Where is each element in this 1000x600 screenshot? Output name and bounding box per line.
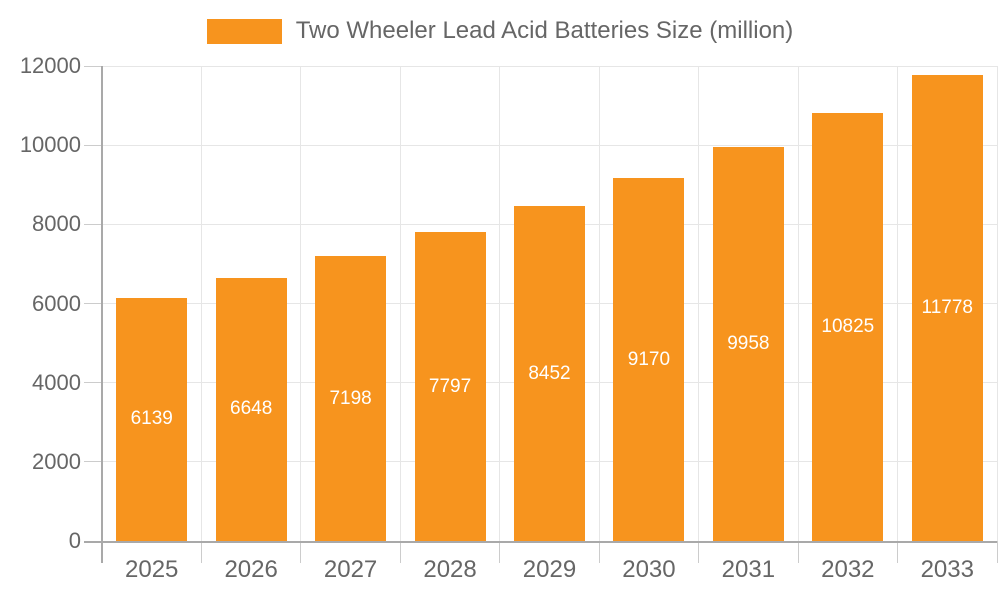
x-axis-label: 2030	[622, 556, 676, 583]
x-axis-label: 2028	[423, 556, 477, 583]
legend-swatch	[206, 18, 282, 44]
bar[interactable]: 6139	[116, 297, 188, 541]
y-axis-label: 0	[68, 528, 81, 553]
x-axis-tick	[598, 541, 600, 563]
x-axis-tick	[698, 541, 700, 563]
y-axis-label: 6000	[32, 290, 81, 316]
bar[interactable]: 7797	[414, 232, 486, 541]
y-axis-tick	[84, 144, 102, 146]
bar-value-label: 9958	[727, 332, 770, 354]
bar-value-label: 8452	[528, 362, 571, 384]
y-axis-tick	[84, 382, 102, 384]
y-gridline	[102, 144, 997, 146]
bar[interactable]: 10825	[812, 112, 884, 541]
bar[interactable]: 11778	[911, 74, 983, 541]
x-gridline	[499, 66, 501, 541]
x-axis-line	[84, 541, 997, 543]
bar[interactable]: 7198	[315, 256, 387, 541]
x-gridline	[897, 66, 899, 541]
x-gridline	[399, 66, 401, 541]
x-axis-tick	[797, 541, 799, 563]
x-axis-tick	[300, 541, 302, 563]
legend[interactable]: Two Wheeler Lead Acid Batteries Size (mi…	[0, 17, 1000, 45]
y-axis-label: 2000	[32, 448, 81, 474]
x-axis-label: 2032	[821, 556, 875, 583]
x-axis-tick	[897, 541, 899, 563]
x-gridline	[698, 66, 700, 541]
bar-value-label: 11778	[921, 296, 973, 318]
bar-value-label: 7797	[428, 375, 472, 397]
x-gridline	[300, 66, 302, 541]
y-axis-label: 8000	[32, 211, 81, 237]
bar[interactable]: 8452	[514, 206, 585, 541]
x-axis-label: 2027	[323, 556, 378, 583]
x-axis-tick	[200, 541, 202, 563]
y-axis-line	[101, 66, 103, 563]
x-axis-tick	[499, 541, 501, 563]
y-axis-label: 10000	[19, 132, 81, 158]
y-axis-tick	[84, 303, 102, 304]
x-axis-label: 2031	[721, 556, 776, 583]
x-axis-label: 2026	[224, 556, 278, 583]
bar[interactable]: 6648	[215, 277, 287, 541]
x-axis-tick	[399, 541, 401, 563]
y-axis-tick	[84, 65, 102, 67]
x-axis-label: 2033	[920, 556, 974, 583]
y-axis-label: 12000	[19, 53, 81, 78]
bar-value-label: 6139	[130, 408, 173, 430]
x-axis-label: 2029	[522, 556, 577, 583]
x-gridline	[598, 66, 600, 541]
y-axis-label: 4000	[32, 369, 81, 395]
x-axis-tick	[996, 541, 998, 563]
x-gridline	[797, 66, 799, 541]
x-axis-label: 2025	[125, 556, 179, 583]
y-axis-tick	[84, 223, 102, 225]
bar[interactable]: 9958	[712, 146, 784, 541]
x-gridline	[200, 66, 202, 541]
bar-value-label: 10825	[821, 315, 875, 337]
bar[interactable]: 9170	[613, 178, 685, 541]
bar-value-label: 7198	[329, 387, 372, 409]
bar-value-label: 9170	[627, 348, 671, 370]
y-gridline	[102, 65, 997, 67]
x-gridline	[996, 66, 998, 541]
legend-label: Two Wheeler Lead Acid Batteries Size (mi…	[295, 17, 794, 44]
bar-value-label: 6648	[230, 398, 273, 420]
y-axis-tick	[84, 461, 102, 463]
